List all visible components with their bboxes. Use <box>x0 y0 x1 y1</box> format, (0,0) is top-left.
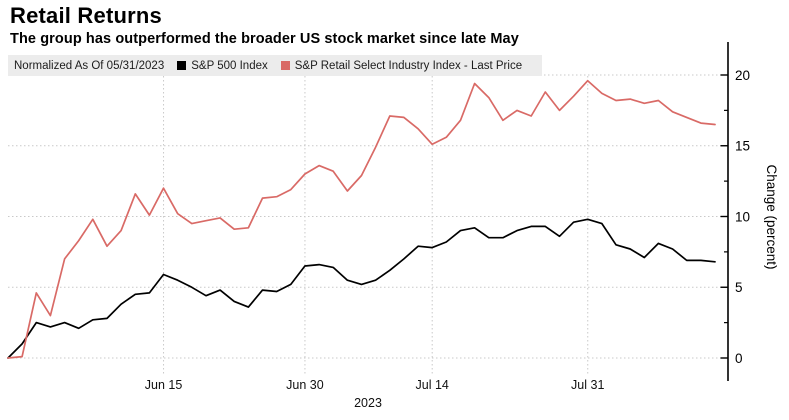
y-tick-label: 15 <box>735 139 750 154</box>
legend-item-retail-index: S&P Retail Select Industry Index - Last … <box>280 59 523 72</box>
x-axis-year-label: 2023 <box>354 396 382 410</box>
legend-item-label: S&P 500 Index <box>191 59 268 72</box>
x-tick-label: Jul 14 <box>416 378 449 392</box>
retail-index-color-swatch-icon <box>280 61 290 70</box>
y-tick-label: 5 <box>735 280 743 295</box>
series-line-sp500 <box>7 218 716 359</box>
x-tick-label: Jun 15 <box>145 378 183 392</box>
chart-legend: Normalized As Of 05/31/2023 S&P 500 Inde… <box>8 55 542 76</box>
y-tick-label: 20 <box>735 68 750 83</box>
chart-title: Retail Returns <box>10 3 162 28</box>
sp500-color-swatch-icon <box>177 61 187 70</box>
legend-normalized-note: Normalized As Of 05/31/2023 <box>14 59 165 72</box>
y-tick-label: 0 <box>735 351 743 366</box>
series-line-retail-index <box>7 79 716 359</box>
legend-item-sp500: S&P 500 Index <box>177 60 268 72</box>
x-tick-label: Jun 30 <box>286 378 324 392</box>
y-axis-title: Change (percent) <box>764 164 779 269</box>
y-tick-label: 10 <box>735 209 750 224</box>
legend-item-label: S&P Retail Select Industry Index - Last … <box>294 59 523 72</box>
x-tick-label: Jul 31 <box>571 378 604 392</box>
chart-subtitle: The group has outperformed the broader U… <box>10 31 519 47</box>
